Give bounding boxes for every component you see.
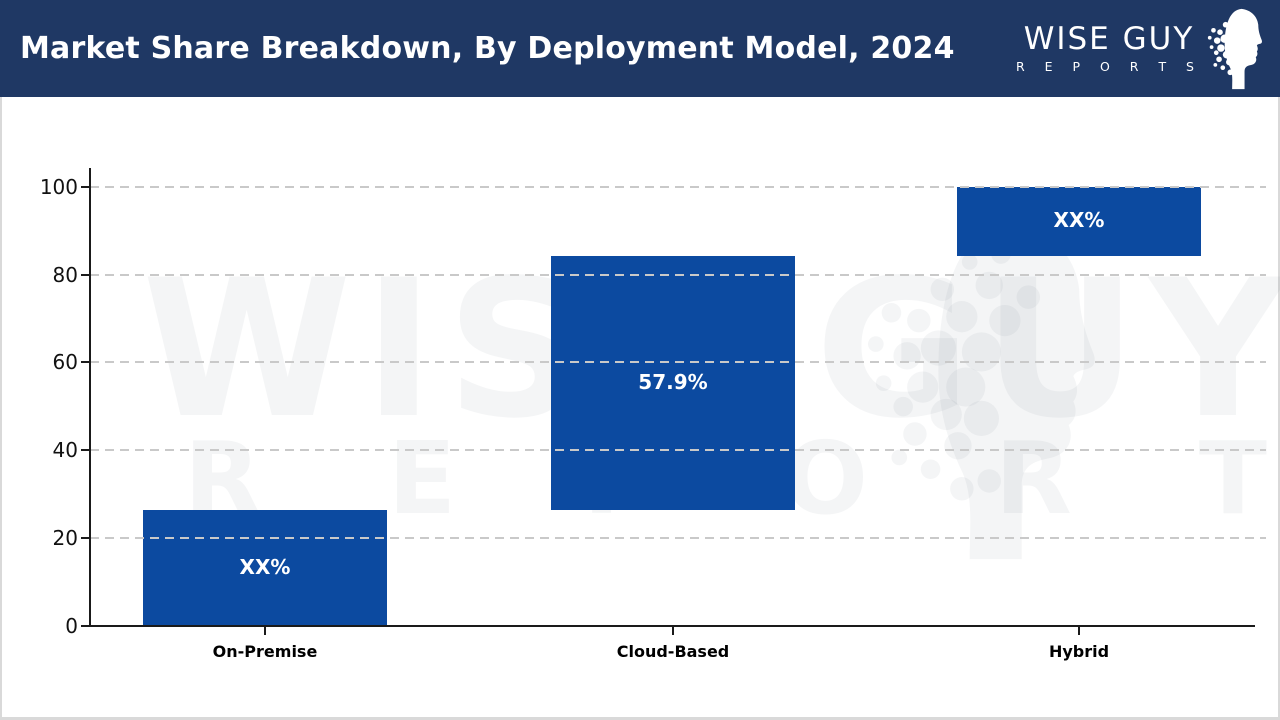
plot-card: WISE GUY R E P O R T S 020406080100XX%On… bbox=[0, 97, 1280, 720]
bar bbox=[551, 256, 795, 511]
x-axis-tick bbox=[264, 627, 266, 635]
grid-line bbox=[90, 185, 1266, 188]
x-axis-tick bbox=[672, 627, 674, 635]
x-axis-tick bbox=[1078, 627, 1080, 635]
y-tick-label: 80 bbox=[52, 262, 78, 287]
y-axis-tick bbox=[81, 185, 90, 188]
grid-line bbox=[90, 449, 1266, 452]
y-tick-label: 0 bbox=[65, 614, 78, 638]
y-tick-label: 60 bbox=[52, 350, 78, 375]
chart-title: Market Share Breakdown, By Deployment Mo… bbox=[20, 31, 955, 66]
grid-line bbox=[90, 273, 1266, 276]
y-axis-tick bbox=[81, 449, 90, 452]
y-axis-line bbox=[89, 168, 91, 627]
grid-line bbox=[90, 537, 1266, 540]
wise-guy-reports-logo: WISE GUY R E P O R T S bbox=[1016, 7, 1262, 91]
y-axis-tick bbox=[81, 361, 90, 364]
y-axis-tick bbox=[81, 625, 90, 627]
header-bar: Market Share Breakdown, By Deployment Mo… bbox=[0, 0, 1280, 97]
head-profile-icon bbox=[1206, 7, 1262, 91]
bar bbox=[143, 510, 387, 626]
x-tick-label: On-Premise bbox=[212, 642, 318, 661]
x-tick-label: Hybrid bbox=[1048, 642, 1110, 661]
y-axis-tick bbox=[81, 273, 90, 276]
bar-value-label: 57.9% bbox=[638, 370, 708, 395]
plot-area: 0 20 40 60 80 100 XX% On-Premise 57.9% Cloud-Base… bbox=[2, 97, 1278, 717]
x-tick-label: Cloud-Based bbox=[616, 642, 730, 661]
bar-value-label: XX% bbox=[1053, 208, 1105, 233]
bar bbox=[957, 186, 1201, 257]
y-tick-label: 100 bbox=[39, 174, 78, 199]
x-axis-line bbox=[89, 625, 1255, 627]
y-axis-tick bbox=[81, 537, 90, 540]
y-tick-label: 20 bbox=[52, 526, 78, 551]
y-tick-label: 40 bbox=[52, 438, 78, 463]
logo-wordmark: WISE GUY R E P O R T S bbox=[1015, 20, 1202, 74]
bar-value-label: XX% bbox=[239, 555, 291, 580]
logo-line-reports: R E P O R T S bbox=[1015, 58, 1202, 74]
logo-line-wise-guy: WISE GUY bbox=[1023, 20, 1195, 57]
grid-line bbox=[90, 361, 1266, 364]
